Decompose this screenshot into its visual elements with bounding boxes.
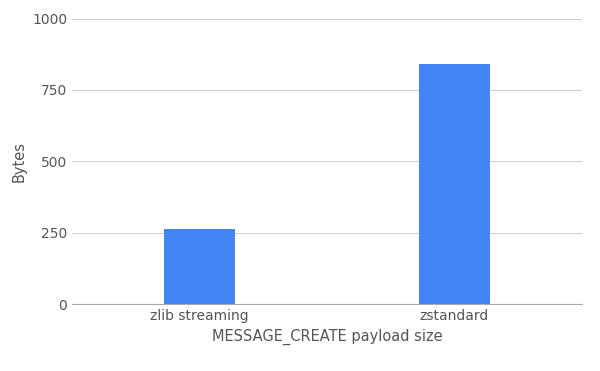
Y-axis label: Bytes: Bytes — [11, 141, 26, 182]
Bar — [164, 229, 235, 304]
X-axis label: MESSAGE_CREATE payload size: MESSAGE_CREATE payload size — [212, 329, 442, 345]
Bar — [419, 64, 490, 304]
